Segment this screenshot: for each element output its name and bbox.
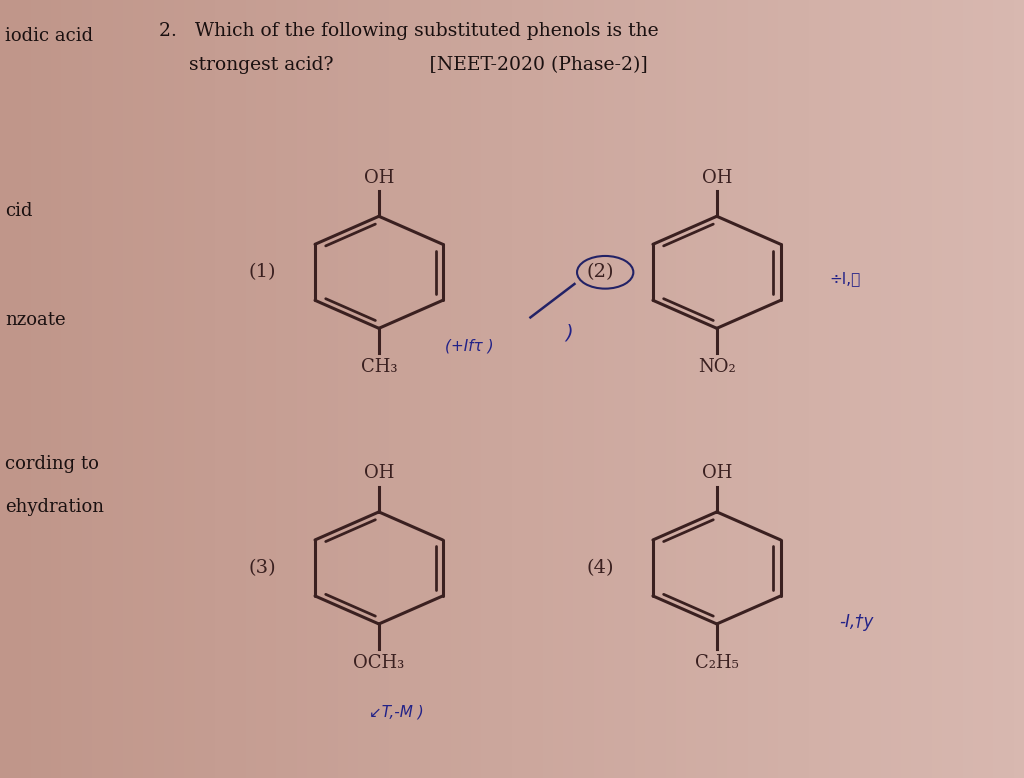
Text: NO₂: NO₂ (698, 358, 735, 376)
Text: cid: cid (5, 202, 33, 220)
Text: OH: OH (701, 464, 732, 482)
Text: OH: OH (364, 464, 394, 482)
Text: ↙T,-M ): ↙T,-M ) (369, 704, 423, 720)
Text: C₂H₅: C₂H₅ (695, 654, 738, 671)
Text: nzoate: nzoate (5, 311, 66, 329)
Text: OH: OH (364, 169, 394, 187)
Text: cording to: cording to (5, 455, 99, 473)
Text: OH: OH (701, 169, 732, 187)
Text: ÷I,⌢: ÷I,⌢ (829, 271, 861, 286)
Text: ): ) (565, 324, 572, 342)
Text: (1): (1) (249, 263, 276, 282)
Text: 2.   Which of the following substituted phenols is the: 2. Which of the following substituted ph… (159, 22, 658, 40)
Text: strongest acid?                [NEET-2020 (Phase-2)]: strongest acid? [NEET-2020 (Phase-2)] (159, 56, 647, 74)
Text: (2): (2) (587, 263, 614, 282)
Text: ehydration: ehydration (5, 498, 104, 516)
Text: OCH₃: OCH₃ (353, 654, 404, 671)
Text: (+Ιfτ ): (+Ιfτ ) (445, 338, 494, 354)
Text: -I,†y: -I,†y (840, 613, 874, 632)
Text: iodic acid: iodic acid (5, 27, 93, 45)
Text: (4): (4) (587, 559, 614, 577)
Text: (3): (3) (249, 559, 276, 577)
Text: CH₃: CH₃ (360, 358, 397, 376)
